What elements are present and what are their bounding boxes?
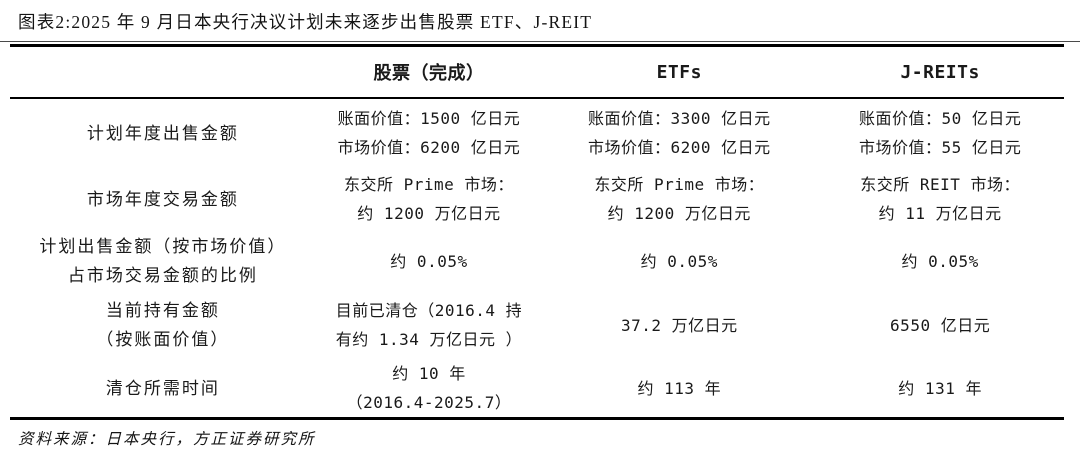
row-label-cell: 计划年度出售金额	[10, 99, 316, 167]
header-cell-etfs: ETFs	[656, 61, 702, 83]
figure-title: 图表2:2025 年 9 月日本央行决议计划未来逐步出售股票 ETF、J-REI…	[18, 12, 593, 32]
cell-line: 账面价值：3300 亿日元	[587, 109, 771, 128]
cell-line: （2016.4-2025.7）	[346, 393, 512, 412]
cell-line: 账面价值：50 亿日元	[858, 109, 1022, 128]
cell-stock: 约 10 年 （2016.4-2025.7）	[316, 359, 543, 417]
header-cell-jreits: J-REITs	[900, 61, 980, 83]
cell-jreits: 东交所 REIT 市场： 约 11 万亿日元	[816, 167, 1064, 231]
cell-line: 约 0.05%	[901, 251, 979, 271]
cell-stock: 东交所 Prime 市场： 约 1200 万亿日元	[316, 167, 543, 231]
table-row-market-annual-trading: 市场年度交易金额 东交所 Prime 市场： 约 1200 万亿日元 东交所 P…	[10, 167, 1064, 231]
table-row-planned-annual-sale: 计划年度出售金额 账面价值：1500 亿日元 市场价值：6200 亿日元 账面价…	[10, 99, 1064, 167]
cell-line: 约 10 年	[392, 364, 466, 383]
cell-jreits: 6550 亿日元	[816, 291, 1064, 359]
figure-header: 图表2:2025 年 9 月日本央行决议计划未来逐步出售股票 ETF、J-REI…	[0, 0, 1080, 34]
cell-line: 37.2 万亿日元	[620, 315, 738, 335]
cell-line: 账面价值：1500 亿日元	[337, 109, 521, 128]
cell-etfs: 东交所 Prime 市场： 约 1200 万亿日元	[542, 167, 816, 231]
cell-line: 市场价值：6200 亿日元	[337, 138, 521, 157]
cell-line: 6550 亿日元	[890, 315, 991, 335]
cell-line: 有约 1.34 万亿日元 ）	[335, 330, 523, 349]
cell-etfs: 37.2 万亿日元	[542, 291, 816, 359]
row-label-cell: 计划出售金额（按市场价值） 占市场交易金额的比例	[10, 231, 316, 291]
cell-line: 目前已清仓（2016.4 持	[335, 301, 523, 320]
cell-jreits: 账面价值：50 亿日元 市场价值：55 亿日元	[816, 99, 1064, 167]
cell-stock: 账面价值：1500 亿日元 市场价值：6200 亿日元	[316, 99, 543, 167]
cell-etfs: 约 0.05%	[542, 231, 816, 291]
cell-line: 市场价值：55 亿日元	[858, 138, 1022, 157]
table-row-sale-ratio: 计划出售金额（按市场价值） 占市场交易金额的比例 约 0.05% 约 0.05%…	[10, 231, 1064, 291]
cell-line: 约 11 万亿日元	[878, 204, 1002, 223]
cell-line: 约 113 年	[637, 378, 722, 398]
row-label: 市场年度交易金额	[86, 189, 239, 209]
row-label: 占市场交易金额的比例	[67, 266, 258, 285]
table-header-row: 股票（完成） ETFs J-REITs	[10, 47, 1064, 99]
source-note: 资料来源：日本央行，方正证券研究所	[18, 431, 316, 448]
row-label-cell: 市场年度交易金额	[10, 167, 316, 231]
cell-jreits: 约 131 年	[816, 359, 1064, 417]
cell-line: 东交所 Prime 市场：	[594, 175, 765, 194]
row-label: 清仓所需时间	[105, 378, 220, 398]
cell-line: 约 0.05%	[390, 251, 468, 271]
cell-line: 东交所 Prime 市场：	[343, 175, 514, 194]
cell-etfs: 约 113 年	[542, 359, 816, 417]
cell-etfs: 账面价值：3300 亿日元 市场价值：6200 亿日元	[542, 99, 816, 167]
cell-line: 约 0.05%	[640, 251, 718, 271]
row-label: 计划出售金额（按市场价值）	[39, 237, 287, 256]
header-cell-stock: 股票（完成）	[373, 63, 485, 84]
cell-line: 约 131 年	[898, 378, 982, 398]
row-label: （按账面价值）	[96, 330, 230, 349]
cell-stock: 目前已清仓（2016.4 持 有约 1.34 万亿日元 ）	[316, 291, 543, 359]
table-row-current-holdings: 当前持有金额 （按账面价值） 目前已清仓（2016.4 持 有约 1.34 万亿…	[10, 291, 1064, 359]
row-label: 计划年度出售金额	[86, 123, 239, 143]
cell-line: 东交所 REIT 市场：	[860, 175, 1021, 194]
row-label: 当前持有金额	[105, 301, 220, 320]
cell-stock: 约 0.05%	[316, 231, 543, 291]
cell-jreits: 约 0.05%	[816, 231, 1064, 291]
cell-line: 约 1200 万亿日元	[607, 204, 751, 223]
title-divider	[0, 41, 1080, 42]
row-label-cell: 清仓所需时间	[10, 359, 316, 417]
cell-line: 约 1200 万亿日元	[357, 204, 501, 223]
table-row-liquidation-time: 清仓所需时间 约 10 年 （2016.4-2025.7） 约 113 年 约 …	[10, 359, 1064, 417]
row-label-cell: 当前持有金额 （按账面价值）	[10, 291, 316, 359]
cell-line: 市场价值：6200 亿日元	[587, 138, 771, 157]
boj-sales-table: 股票（完成） ETFs J-REITs 计划年度出售金额 账面价值：1500 亿…	[10, 44, 1064, 420]
